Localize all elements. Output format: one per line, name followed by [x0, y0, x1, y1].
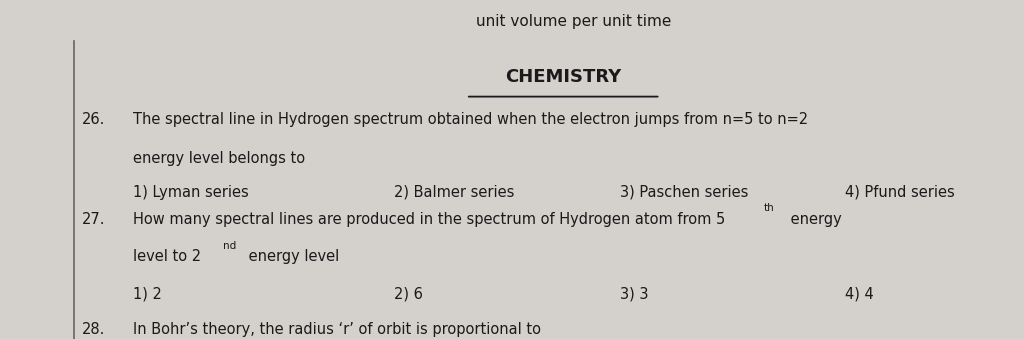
Text: CHEMISTRY: CHEMISTRY	[505, 68, 622, 86]
Text: How many spectral lines are produced in the spectrum of Hydrogen atom from 5: How many spectral lines are produced in …	[133, 212, 725, 227]
Text: unit volume per unit time: unit volume per unit time	[476, 14, 671, 28]
Text: The spectral line in Hydrogen spectrum obtained when the electron jumps from n=5: The spectral line in Hydrogen spectrum o…	[133, 112, 808, 127]
Text: 27.: 27.	[82, 212, 105, 227]
Text: nd: nd	[223, 241, 237, 251]
Text: 3) 3: 3) 3	[620, 286, 648, 301]
Text: 28.: 28.	[82, 322, 105, 337]
Text: energy level belongs to: energy level belongs to	[133, 151, 305, 166]
Text: th: th	[764, 203, 774, 213]
Text: level to 2: level to 2	[133, 249, 202, 264]
Text: 2) 6: 2) 6	[394, 286, 423, 301]
Text: 3) Paschen series: 3) Paschen series	[620, 185, 748, 200]
Text: energy: energy	[786, 212, 842, 227]
Text: 1) 2: 1) 2	[133, 286, 162, 301]
Text: In Bohr’s theory, the radius ‘r’ of orbit is proportional to: In Bohr’s theory, the radius ‘r’ of orbi…	[133, 322, 541, 337]
Text: 4) Pfund series: 4) Pfund series	[845, 185, 954, 200]
Text: 26.: 26.	[82, 112, 105, 127]
Text: 2) Balmer series: 2) Balmer series	[394, 185, 515, 200]
Text: 4) 4: 4) 4	[845, 286, 873, 301]
Text: 1) Lyman series: 1) Lyman series	[133, 185, 249, 200]
Text: energy level: energy level	[244, 249, 339, 264]
